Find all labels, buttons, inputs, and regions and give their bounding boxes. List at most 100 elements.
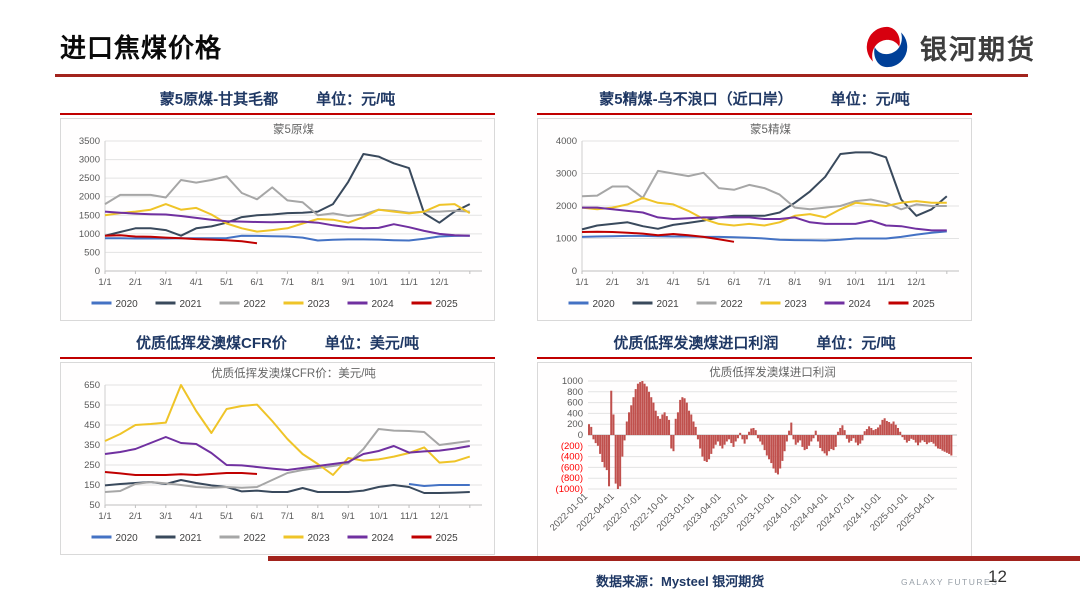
chart-panel: 0 1000 2000 3000 4000 1/1 2/1 3/1 4/1 5/1 6/1 7/1 8/… [537,118,972,321]
svg-text:2024: 2024 [372,299,395,310]
svg-text:2020: 2020 [593,299,616,310]
quadrant-underline [537,113,972,115]
svg-text:6/1: 6/1 [727,277,740,288]
quadrant-unit: 单位：元/吨 [830,91,910,108]
quadrant-header: 蒙5精煤-乌不浪口（近口岸） 单位：元/吨 [537,88,972,110]
svg-text:(1000): (1000) [556,484,583,495]
svg-text:4/1: 4/1 [190,277,203,288]
svg-text:2021: 2021 [180,299,203,310]
company-logo: 银河期货 [864,24,1036,70]
svg-text:2020: 2020 [116,533,139,544]
quadrant-header: 优质低挥发澳煤CFR价 单位：美元/吨 [60,332,495,354]
svg-text:7/1: 7/1 [281,511,294,522]
svg-text:2021: 2021 [180,533,203,544]
svg-text:2/1: 2/1 [129,277,142,288]
svg-text:200: 200 [567,419,583,430]
svg-text:4/1: 4/1 [190,511,203,522]
quadrant-aus-import-profit: 优质低挥发澳煤进口利润 单位：元/吨 (1000) (800) (600) (400)… [537,332,972,559]
svg-text:8/1: 8/1 [311,277,324,288]
svg-text:2/1: 2/1 [606,277,619,288]
svg-text:11/1: 11/1 [400,511,418,522]
quadrant-title: 优质低挥发澳煤CFR价 [135,335,287,352]
quadrant-title: 蒙5原煤-甘其毛都 [159,91,279,108]
svg-text:9/1: 9/1 [342,511,355,522]
svg-text:3/1: 3/1 [159,277,172,288]
quadrant-unit: 单位：美元/吨 [324,335,419,352]
svg-text:0: 0 [95,266,100,277]
svg-text:3500: 3500 [79,136,100,147]
quadrant-underline [537,357,972,359]
svg-text:7/1: 7/1 [281,277,294,288]
chart-aus-import-profit: (1000)(800)(600)(400)(200)02004006008001… [548,365,957,533]
svg-text:4/1: 4/1 [667,277,680,288]
svg-text:1/1: 1/1 [98,277,111,288]
svg-text:9/1: 9/1 [819,277,832,288]
footer-rule [268,556,1080,561]
svg-text:0: 0 [572,266,577,277]
svg-text:优质低挥发澳煤进口利润: 优质低挥发澳煤进口利润 [709,365,836,379]
svg-text:600: 600 [567,398,583,409]
svg-text:650: 650 [84,380,100,391]
svg-text:2023: 2023 [785,299,808,310]
svg-text:2022: 2022 [244,533,267,544]
svg-text:3/1: 3/1 [636,277,649,288]
svg-text:350: 350 [84,440,100,451]
svg-text:2024: 2024 [849,299,872,310]
svg-text:3000: 3000 [79,155,100,166]
svg-text:800: 800 [567,387,583,398]
svg-text:250: 250 [84,460,100,471]
svg-text:5/1: 5/1 [697,277,710,288]
svg-text:(400): (400) [561,452,583,463]
chart-panel: (1000) (800) (600) (400) (200) 0 200 400 600 800 1… [537,362,972,559]
svg-text:9/1: 9/1 [342,277,355,288]
svg-text:400: 400 [567,408,583,419]
quadrant-mongolia-raw: 蒙5原煤-甘其毛都 单位：元/吨 0 500 1000 1500 2000 2500 300… [60,88,495,321]
quadrant-title: 蒙5精煤-乌不浪口（近口岸） [599,91,793,108]
svg-text:12/1: 12/1 [430,277,449,288]
svg-text:150: 150 [84,480,100,491]
quadrant-unit: 单位：元/吨 [316,91,396,108]
svg-text:(200): (200) [561,441,583,452]
svg-text:12/1: 12/1 [907,277,926,288]
svg-text:2000: 2000 [556,201,577,212]
svg-text:2000: 2000 [79,192,100,203]
page-title: 进口焦煤价格 [60,33,223,63]
svg-text:2020: 2020 [116,299,139,310]
svg-text:2023: 2023 [308,533,331,544]
title-underline [55,74,1028,77]
svg-text:2022: 2022 [721,299,744,310]
svg-text:10/1: 10/1 [846,277,865,288]
svg-text:2500: 2500 [79,173,100,184]
quadrant-header: 蒙5原煤-甘其毛都 单位：元/吨 [60,88,495,110]
quadrant-header: 优质低挥发澳煤进口利润 单位：元/吨 [537,332,972,354]
svg-text:10/1: 10/1 [369,277,388,288]
logo-text: 银河期货 [920,34,1036,65]
quadrant-aus-cfr: 优质低挥发澳煤CFR价 单位：美元/吨 50 150 250 350 450 550 650… [60,332,495,555]
svg-text:6/1: 6/1 [250,511,263,522]
svg-text:1000: 1000 [556,234,577,245]
svg-text:优质低挥发澳煤CFR价：美元/吨: 优质低挥发澳煤CFR价：美元/吨 [211,366,376,380]
svg-text:3000: 3000 [556,169,577,180]
svg-text:12/1: 12/1 [430,511,449,522]
svg-text:2025: 2025 [913,299,936,310]
svg-text:蒙5精煤: 蒙5精煤 [750,123,791,136]
svg-text:10/1: 10/1 [369,511,388,522]
svg-text:2025: 2025 [436,533,459,544]
svg-text:3/1: 3/1 [159,511,172,522]
svg-text:11/1: 11/1 [400,277,418,288]
svg-text:8/1: 8/1 [311,511,324,522]
chart-aus-coal-cfr: 50 150 250 350 450 550 650 1/1 2/1 3/1 4/1 5/1 6/1 7/… [84,366,482,544]
svg-text:蒙5原煤: 蒙5原煤 [273,123,314,136]
quadrant-underline [60,357,495,359]
svg-text:11/1: 11/1 [877,277,895,288]
svg-text:50: 50 [89,500,100,511]
svg-text:1/1: 1/1 [575,277,588,288]
quadrant-title: 优质低挥发澳煤进口利润 [613,335,779,352]
svg-text:1000: 1000 [79,229,100,240]
svg-text:2023: 2023 [308,299,331,310]
svg-text:2024: 2024 [372,533,395,544]
svg-text:550: 550 [84,400,100,411]
svg-text:500: 500 [84,247,100,258]
svg-text:2/1: 2/1 [129,511,142,522]
